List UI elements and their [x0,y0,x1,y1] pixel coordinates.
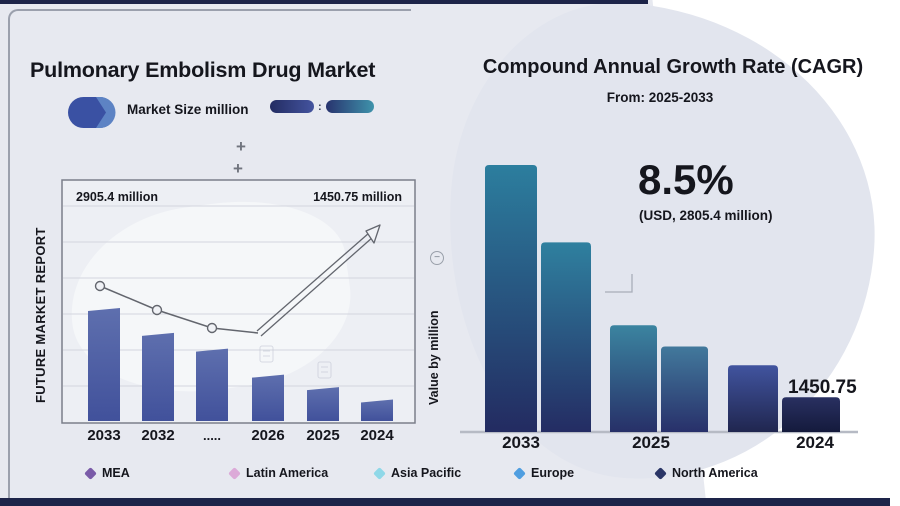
left-x-labels: 2033 2032..... 2026 2025 2024 [87,427,394,444]
plot-border [61,179,416,424]
legend-label: Asia Pacific [391,466,462,480]
legend-diamond [373,466,386,480]
legend-label: North America [672,466,758,480]
legend-label: Latin America [246,466,329,480]
svg-text:2026: 2026 [251,427,284,444]
svg-text:2033: 2033 [87,427,120,444]
cagr-chart: 2033 2025 2024 1450.75 [460,165,858,452]
svg-text:2024: 2024 [796,433,834,452]
legend-diamond [84,466,97,480]
legend-item-mea: MEA [84,465,130,481]
legend-item-latin-america: Latin America [228,465,329,481]
bracket-decor [605,274,633,293]
top-left-value: 2905.4 million [76,190,158,204]
trend-line [94,224,381,337]
pill-navy [270,100,314,113]
cagr-value: 8.5% [638,156,734,203]
minus-circle-icon: − [430,251,444,265]
market-size-chart: 2905.4 million 1450.75 million 2033 2032.… [61,179,416,444]
market-size-label: Market Size million [127,102,249,117]
legend-diamond [654,466,667,480]
annotation-1450: 1450.75 [788,377,857,398]
trend-marker [94,280,106,292]
top-accent-strip [0,0,648,4]
right-bars [485,165,840,432]
card-outline [8,9,411,499]
pill-teal [325,100,374,113]
bottom-accent-strip [0,498,890,506]
svg-text:2024: 2024 [360,427,394,444]
legend-item-north-america: North America [654,465,758,481]
svg-text:.....: ..... [203,428,221,443]
gridlines [63,205,414,387]
legend-diamond [228,466,241,480]
legend-item-asia-pacific: Asia Pacific [373,465,462,481]
plus-icon: + [233,159,243,178]
left-chart-title: Pulmonary Embolism Drug Market [30,58,376,82]
cagr-title: Compound Annual Growth Rate (CAGR) [482,56,864,78]
svg-text:2032: 2032 [141,427,174,444]
trend-marker [151,304,163,316]
svg-text:2025: 2025 [306,427,339,444]
legend-label: Europe [531,466,575,480]
cylinder-icon [68,97,116,128]
watermark-vertical: FUTURE MARKET REPORT [33,227,48,404]
legend-diamond [513,466,526,480]
pill-colon: : [318,100,322,113]
trend-arrowhead [365,224,381,244]
cagr-subtitle: From: 2025-2033 [606,90,714,105]
ratio-pills: : [270,100,374,113]
value-axis-label: Value by million [427,310,441,406]
trend-marker [206,322,218,334]
cagr-detail: (USD, 2805.4 million) [639,208,773,223]
legend-label: MEA [102,466,130,480]
right-x-labels: 2033 2025 2024 [502,433,834,452]
top-right-value: 1450.75 million [313,190,402,204]
svg-text:2025: 2025 [632,433,670,452]
plus-icon: + [236,137,246,156]
legend-item-europe: Europe [513,465,575,481]
svg-text:2033: 2033 [502,433,540,452]
ghost-icons [259,345,332,379]
left-bars [88,308,393,421]
